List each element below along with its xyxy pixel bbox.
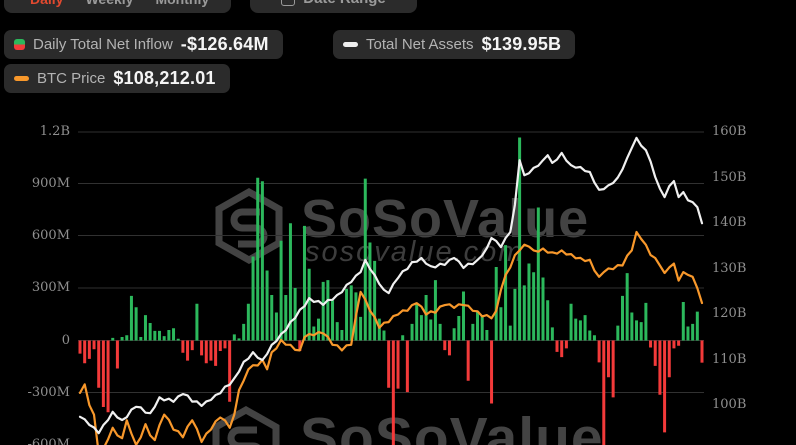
legend-daily-net-inflow[interactable]: Daily Total Net Inflow -$126.64M (4, 30, 283, 59)
legend-label: Total Net Assets (366, 36, 474, 53)
right-axis-tick: 130B (712, 260, 747, 276)
sosovalue-watermark-text: SoSoValue (301, 189, 590, 249)
sosovalue-watermark-text-bottom: SoSoValue (300, 406, 604, 445)
legend-btc-price[interactable]: BTC Price $108,212.01 (4, 64, 230, 93)
legend-label: BTC Price (37, 70, 106, 87)
legend-value: $139.95B (481, 34, 562, 54)
legend-label: Daily Total Net Inflow (33, 36, 173, 53)
sosovalue-logo-watermark-bottom (211, 405, 281, 445)
right-axis-tick: 140B (712, 215, 747, 230)
left-axis-tick: 600M (31, 227, 70, 243)
btc-price-line (78, 230, 704, 445)
tab-monthly[interactable]: Monthly (155, 0, 209, 7)
legend-value: -$126.64M (180, 34, 269, 54)
period-tabs: Daily Weekly Monthly (4, 0, 231, 13)
left-axis-tick: 0 (61, 332, 70, 348)
tab-weekly[interactable]: Weekly (85, 0, 133, 7)
right-axis-tick: 120B (712, 306, 747, 321)
green-red-bar-icon (14, 39, 25, 50)
left-axis-tick: -600M (27, 437, 70, 445)
left-axis-tick: 900M (31, 175, 70, 191)
right-axis-tick: 110B (712, 351, 747, 367)
date-range-button[interactable]: 12 Date Range (250, 0, 417, 13)
gridlines (78, 131, 704, 393)
right-axis-tick: 100B (712, 397, 747, 412)
legend-value: $108,212.01 (113, 68, 216, 88)
total-net-assets-line (78, 136, 704, 435)
white-dash-icon (343, 42, 358, 47)
right-axis-tick: 150B (712, 169, 747, 185)
right-axis-tick: 160B (712, 124, 747, 139)
tab-daily[interactable]: Daily (30, 0, 63, 7)
left-axis-tick: -300M (27, 384, 70, 400)
left-axis-tick: 300M (31, 280, 70, 295)
legend-total-net-assets[interactable]: Total Net Assets $139.95B (333, 30, 576, 59)
calendar-icon: 12 (281, 0, 296, 6)
orange-dash-icon (14, 76, 29, 81)
date-range-label: Date Range (303, 0, 386, 7)
left-axis-tick: 1.2B (39, 124, 70, 139)
